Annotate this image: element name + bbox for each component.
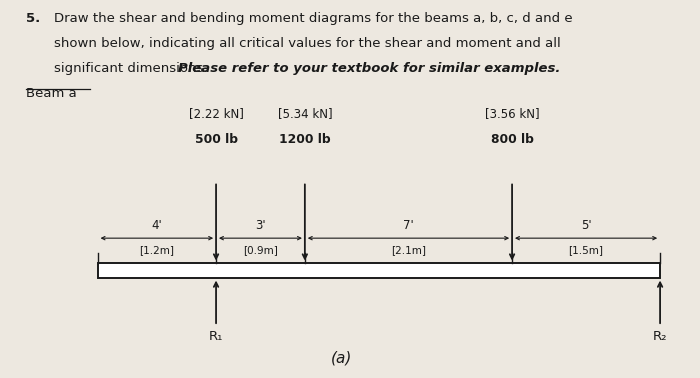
Text: 1200 lb: 1200 lb	[279, 133, 330, 146]
Text: 3': 3'	[255, 219, 266, 232]
Text: Beam a: Beam a	[27, 87, 77, 99]
Text: 4': 4'	[151, 219, 162, 232]
Text: [1.2m]: [1.2m]	[139, 245, 174, 255]
Text: [1.5m]: [1.5m]	[568, 245, 603, 255]
Text: (a): (a)	[331, 351, 352, 366]
Text: Please refer to your textbook for similar examples.: Please refer to your textbook for simila…	[178, 62, 560, 75]
Text: 5': 5'	[581, 219, 592, 232]
Text: significant dimensions.: significant dimensions.	[54, 62, 211, 75]
Text: shown below, indicating all critical values for the shear and moment and all: shown below, indicating all critical val…	[54, 37, 561, 50]
Text: R₂: R₂	[653, 330, 667, 343]
Text: [3.56 kN]: [3.56 kN]	[485, 107, 540, 120]
Text: [2.22 kN]: [2.22 kN]	[188, 107, 244, 120]
Text: [5.34 kN]: [5.34 kN]	[277, 107, 332, 120]
Text: 800 lb: 800 lb	[491, 133, 533, 146]
Text: 500 lb: 500 lb	[195, 133, 237, 146]
Bar	[97, 263, 660, 278]
Text: Draw the shear and bending moment diagrams for the beams a, b, c, d and e: Draw the shear and bending moment diagra…	[54, 12, 572, 25]
Text: 7': 7'	[403, 219, 414, 232]
Text: [0.9m]: [0.9m]	[243, 245, 278, 255]
Text: R₁: R₁	[209, 330, 223, 343]
Text: [2.1m]: [2.1m]	[391, 245, 426, 255]
Text: 5.: 5.	[27, 12, 41, 25]
